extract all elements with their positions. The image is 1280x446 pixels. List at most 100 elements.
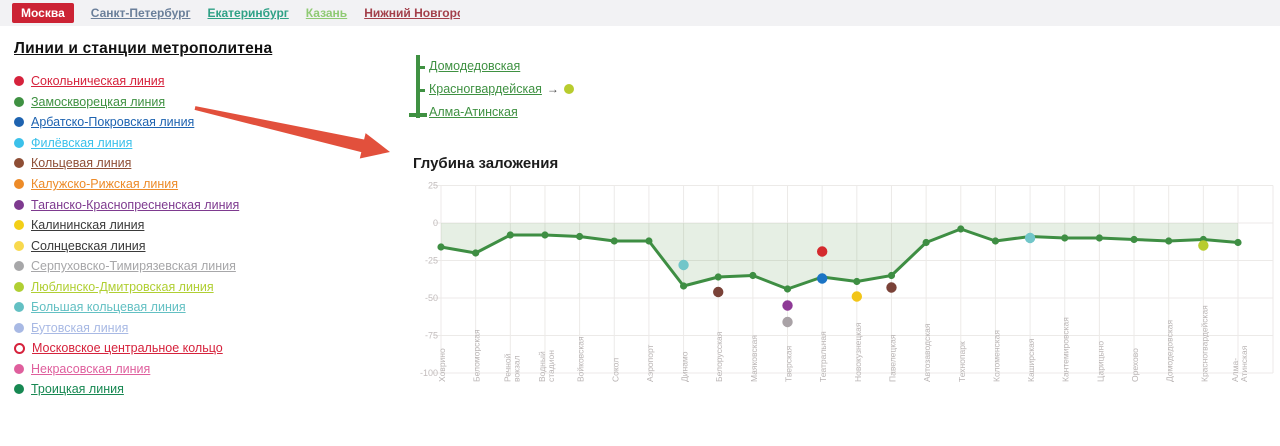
line-terminus-mark [409, 113, 427, 117]
metro-line-color-icon [14, 220, 24, 231]
x-axis-label: Автозаводская [922, 323, 932, 382]
metro-line-item: Арбатско-Покровская линия [14, 112, 344, 133]
metro-line-item: Троицкая линия [14, 379, 344, 400]
y-axis-label: -50 [425, 293, 438, 303]
station-point[interactable] [472, 249, 480, 257]
metro-line-color-icon [14, 261, 24, 272]
transfer-point[interactable] [782, 300, 793, 311]
metro-line-link[interactable]: Бутовская линия [31, 320, 129, 335]
metro-line-link[interactable]: Люблинско-Дмитровская линия [31, 279, 214, 294]
transfer-line-dot[interactable] [563, 84, 574, 94]
station-point[interactable] [714, 273, 722, 281]
station-point[interactable] [576, 232, 584, 241]
x-axis-label: Павелецкая [887, 334, 897, 382]
x-axis-label: Водный [537, 351, 547, 382]
metro-line-color-icon [14, 384, 24, 395]
metro-line-link[interactable]: Серпуховско-Тимирязевская линия [31, 259, 236, 274]
metro-line-link[interactable]: Кольцевая линия [31, 156, 132, 171]
station-point[interactable] [991, 237, 1000, 245]
station-point[interactable] [749, 271, 757, 280]
x-axis-label: Алма- [1230, 358, 1240, 382]
transfer-point[interactable] [816, 246, 828, 257]
x-axis-label: Беломорская [472, 329, 482, 382]
x-axis-label: Тверская [784, 345, 794, 382]
transfer-point[interactable] [851, 291, 863, 302]
arrow-shape [194, 106, 390, 159]
transfer-point[interactable] [886, 282, 897, 293]
x-axis-label: Ховрино [437, 348, 447, 382]
station-point[interactable] [437, 243, 445, 251]
metro-line-item: Серпуховско-Тимирязевская линия [14, 256, 344, 277]
station-point[interactable] [922, 238, 930, 247]
metro-line-color-icon [14, 179, 24, 189]
station-point[interactable] [645, 237, 653, 245]
city-nav-item-5[interactable]: Нижний Новгород [364, 6, 460, 20]
station-row: Красногвардейская → [429, 82, 574, 96]
city-nav-item-1[interactable]: Москва [12, 3, 74, 23]
metro-line-track [416, 55, 420, 118]
station-point[interactable] [1165, 237, 1173, 245]
metro-line-link[interactable]: Калининская линия [31, 218, 145, 233]
metro-line-link[interactable]: Таганско-Краснопресненская линия [31, 197, 240, 212]
station-point[interactable] [610, 237, 618, 245]
metro-line-item: Филёвская линия [14, 133, 344, 154]
transfer-arrow-icon: → [546, 82, 559, 96]
x-axis-label: вокзал [511, 355, 521, 382]
metro-line-color-icon [14, 117, 24, 128]
station-point[interactable] [887, 271, 896, 280]
metro-line-item: Большая кольцевая линия [14, 297, 344, 318]
city-nav-item-2[interactable]: Санкт-Петербург [90, 6, 191, 20]
x-axis-label: Маяковская [749, 335, 759, 382]
metro-line-color-icon [14, 96, 24, 107]
transfer-point[interactable] [1198, 240, 1209, 251]
station-link[interactable]: Красногвардейская [429, 82, 542, 96]
metro-line-color-icon [14, 322, 24, 333]
metro-line-link[interactable]: Филёвская линия [31, 135, 133, 150]
station-point[interactable] [506, 231, 514, 239]
metro-line-link[interactable]: Замоскворецкая линия [31, 94, 166, 109]
station-point[interactable] [1061, 234, 1069, 242]
city-nav-item-4[interactable]: Казань [305, 6, 348, 20]
station-point[interactable] [853, 277, 861, 286]
x-axis-label: стадион [546, 350, 556, 382]
metro-line-item: Кольцевая линия [14, 153, 344, 174]
city-nav-items: Москва Санкт-Петербург Екатеринбург Казань Н… [12, 0, 460, 26]
metro-lines-sidebar: Линии и станции метрополитена Сокольниче… [14, 40, 344, 400]
metro-line-link[interactable]: Московское центральное кольцо [32, 341, 223, 356]
metro-line-link[interactable]: Солнцевская линия [31, 238, 146, 253]
x-axis-label: Белорусская [714, 331, 724, 382]
depth-line [439, 227, 1240, 291]
transfer-point[interactable] [713, 286, 724, 298]
city-nav-item-3[interactable]: Екатеринбург [207, 6, 289, 20]
x-axis-label: Речной [502, 353, 512, 382]
annotation-arrow [194, 106, 390, 159]
metro-line-item: Сокольническая линия [14, 71, 344, 92]
station-point[interactable] [1130, 235, 1138, 244]
station-point[interactable] [783, 285, 792, 293]
metro-line-link[interactable]: Сокольническая линия [31, 74, 165, 89]
metro-line-link[interactable]: Троицкая линия [31, 382, 124, 397]
metro-line-link[interactable]: Большая кольцевая линия [31, 300, 186, 315]
station-point[interactable] [1234, 238, 1242, 247]
transfer-point[interactable] [782, 316, 793, 328]
metro-line-link[interactable]: Калужско-Рижская линия [31, 177, 179, 191]
station-point[interactable] [541, 231, 549, 239]
metro-line-link[interactable]: Арбатско-Покровская линия [31, 115, 195, 130]
x-axis-label: Сокол [610, 358, 620, 382]
station-point[interactable] [957, 225, 965, 233]
city-nav-bar: Москва Санкт-Петербург Екатеринбург Казань Н… [0, 0, 1280, 26]
transfer-point[interactable] [678, 259, 689, 271]
transfer-point[interactable] [1024, 232, 1036, 244]
station-link[interactable]: Алма-Атинская [429, 105, 518, 119]
station-point[interactable] [1095, 234, 1103, 242]
station-link[interactable]: Домодедовская [429, 59, 521, 73]
station-point[interactable] [679, 282, 688, 290]
metro-line-item: Калужско-Рижская линия [14, 174, 344, 195]
sidebar-title: Линии и станции метрополитена [14, 40, 273, 57]
y-axis-label: -25 [425, 256, 438, 266]
x-axis-label: Атинская [1239, 345, 1249, 382]
metro-line-link[interactable]: Некрасовская линия [31, 361, 151, 376]
x-axis-label: Театральная [818, 331, 828, 382]
transfer-point[interactable] [816, 273, 828, 284]
